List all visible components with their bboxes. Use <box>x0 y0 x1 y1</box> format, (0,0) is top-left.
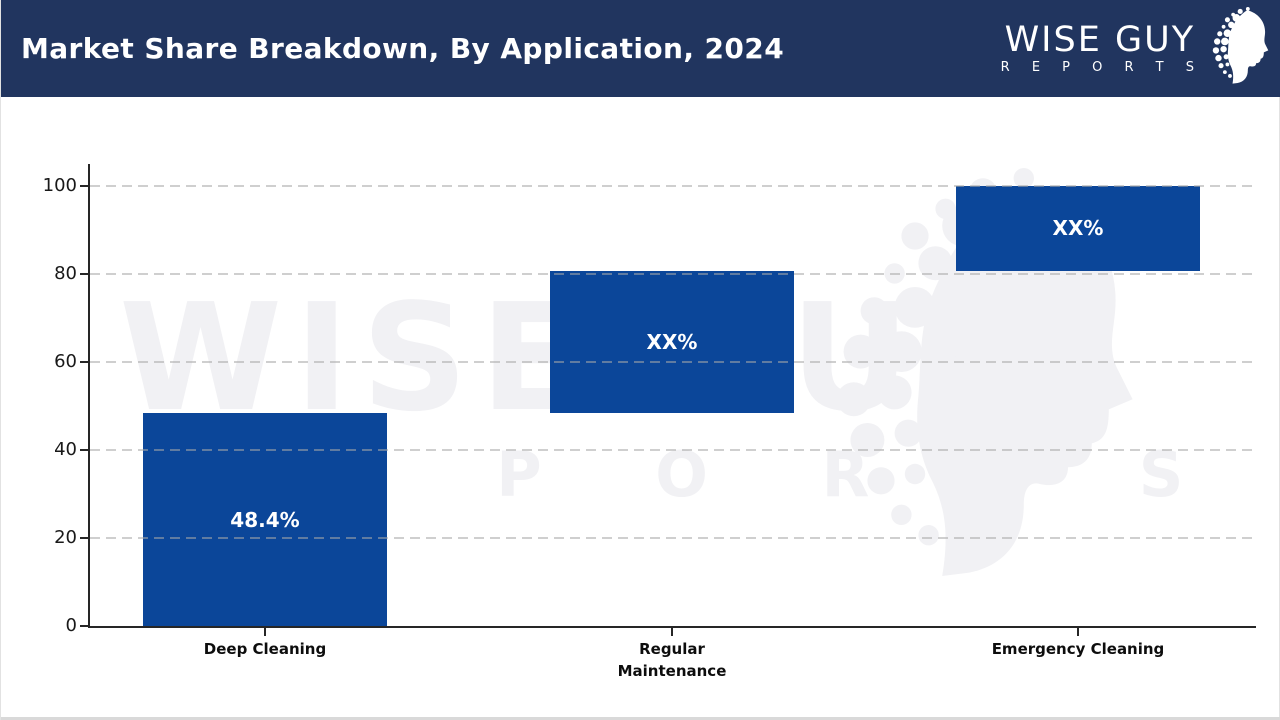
bar-regular-maintenance: XX% <box>550 270 794 414</box>
bar-deep-cleaning: 48.4% <box>143 413 387 626</box>
x-category-label: Emergency Cleaning <box>991 640 1165 658</box>
y-tick-label: 0 <box>65 615 77 636</box>
y-tickmark <box>80 625 88 627</box>
y-tick-label: 100 <box>42 175 77 196</box>
y-tickmark <box>80 185 88 187</box>
y-tickmark <box>80 449 88 451</box>
logo-wordmark: WISE GUY <box>1004 19 1196 60</box>
x-category-label: Deep Cleaning <box>203 640 327 658</box>
x-tickmark <box>264 628 266 636</box>
logo-subtitle: R E P O R T S <box>1000 59 1203 75</box>
y-tickmark <box>80 537 88 539</box>
gridline-80 <box>90 273 1254 275</box>
page-title: Market Share Breakdown, By Application, … <box>21 32 785 65</box>
bar-value-label: XX% <box>1052 216 1104 241</box>
y-tick-label: 80 <box>54 263 77 284</box>
logo-text: WISE GUY R E P O R T S <box>997 22 1203 76</box>
wise-guy-reports-logo: WISE GUY R E P O R T S <box>997 7 1280 90</box>
gridline-60 <box>90 361 1254 363</box>
x-tickmark <box>671 628 673 636</box>
y-tickmark <box>80 273 88 275</box>
gridline-20 <box>90 537 1254 539</box>
header-bar: Market Share Breakdown, By Application, … <box>1 0 1280 97</box>
x-axis-line <box>88 626 1256 628</box>
x-tickmark <box>1077 628 1079 636</box>
y-axis-line <box>88 164 90 628</box>
y-tick-label: 40 <box>54 439 77 460</box>
bar-emergency-cleaning: XX% <box>956 186 1200 271</box>
gridline-40 <box>90 449 1254 451</box>
y-tick-label: 20 <box>54 527 77 548</box>
gridline-100 <box>90 185 1254 187</box>
y-tickmark <box>80 361 88 363</box>
logo-face-icon <box>1212 7 1269 84</box>
y-tick-label: 60 <box>54 351 77 372</box>
bottom-border <box>1 717 1280 720</box>
x-category-label: Regular Maintenance <box>617 640 727 680</box>
bar-value-label: 48.4% <box>230 507 300 532</box>
bar-value-label: XX% <box>646 329 698 354</box>
